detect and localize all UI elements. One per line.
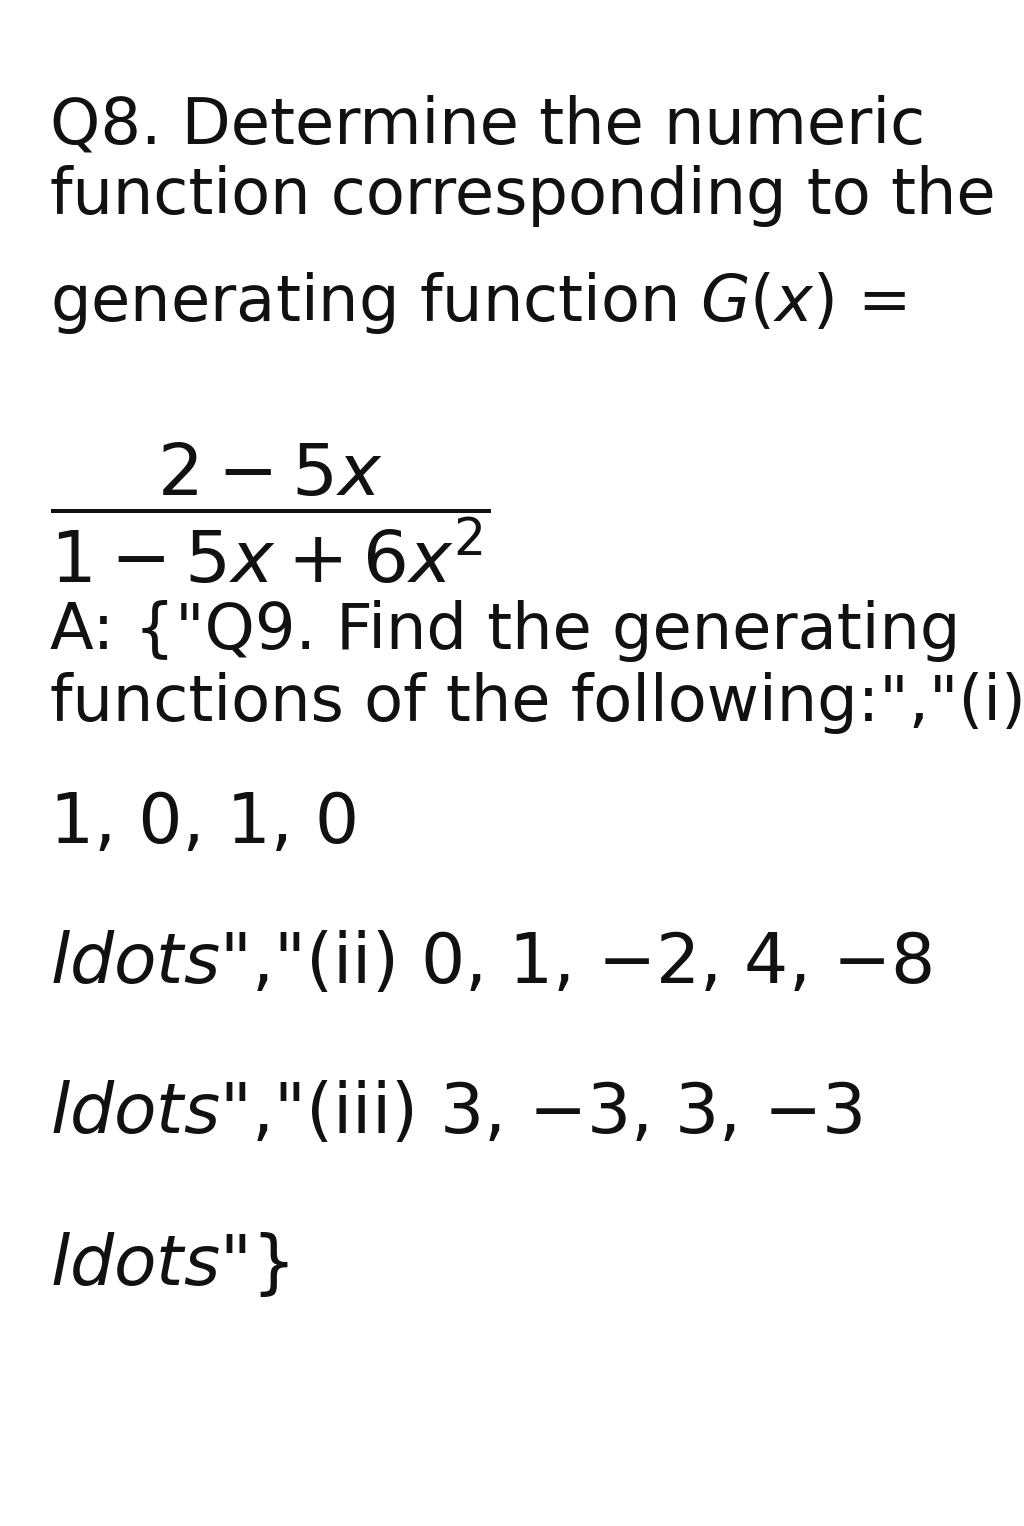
Text: $\dfrac{2-5x}{1-5x+6x^2}$: $\dfrac{2-5x}{1-5x+6x^2}$ [50, 439, 490, 586]
Text: $\mathit{ldots}$","(ii) 0, 1, $-$2, 4, $-$8: $\mathit{ldots}$","(ii) 0, 1, $-$2, 4, $… [50, 929, 932, 996]
Text: 1, 0, 1, 0: 1, 0, 1, 0 [50, 790, 359, 858]
Text: functions of the following:","(i): functions of the following:","(i) [50, 671, 1024, 734]
Text: $\mathit{ldots}$","(iii) 3, $-$3, 3, $-$3: $\mathit{ldots}$","(iii) 3, $-$3, 3, $-$… [50, 1080, 862, 1148]
Text: $\mathit{ldots}$"}: $\mathit{ldots}$"} [50, 1230, 289, 1299]
Text: A: {"Q9. Find the generating: A: {"Q9. Find the generating [50, 600, 961, 662]
Text: generating function $G(x)$ =: generating function $G(x)$ = [50, 270, 906, 336]
Text: Q8. Determine the numeric: Q8. Determine the numeric [50, 95, 926, 157]
Text: function corresponding to the: function corresponding to the [50, 165, 995, 227]
